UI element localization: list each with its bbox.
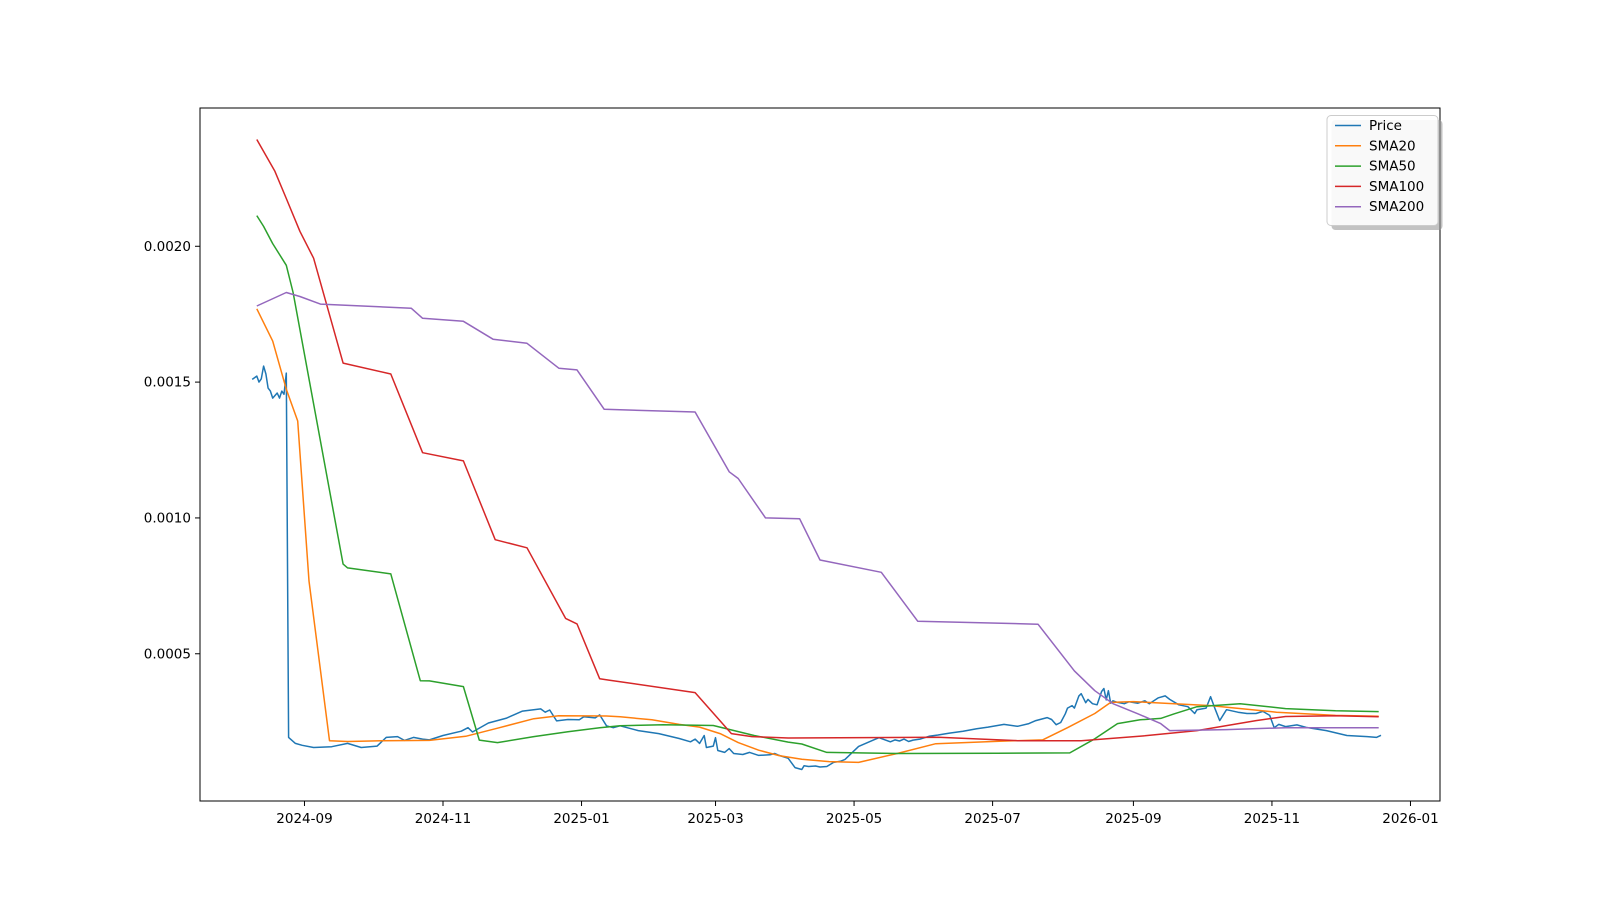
axes-spines: [199, 107, 1441, 802]
legend-item-price: Price: [1335, 118, 1402, 134]
legend-box: [1326, 115, 1439, 226]
series-line-sma50: [256, 215, 1379, 755]
legend-item-sma200: SMA200: [1335, 199, 1424, 215]
x-tick-label: 2025-07: [964, 811, 1020, 827]
legend-label: SMA200: [1369, 199, 1424, 215]
legend: Price SMA20 SMA50 SMA100 SMA200: [1326, 115, 1443, 230]
plot-frame: [199, 107, 1441, 802]
x-axis: 2024-09 2024-11 2025-01 2025-03 2025-05 2025-…: [276, 801, 1439, 827]
y-tick-label: 0.0020: [144, 239, 191, 255]
x-tick-label: 2024-11: [415, 811, 471, 827]
x-tick-label: 2025-03: [687, 811, 743, 827]
series-lines: [251, 139, 1382, 771]
y-tick-label: 0.0005: [144, 646, 191, 662]
x-tick-label: 2026-01: [1382, 811, 1438, 827]
y-axis: 0.0005 0.0010 0.0015 0.0020: [144, 239, 200, 662]
legend-label: SMA100: [1369, 179, 1424, 195]
x-tick-label: 2025-05: [826, 811, 882, 827]
x-tick-label: 2025-09: [1105, 811, 1161, 827]
plot-background: [200, 108, 1440, 801]
legend-label: SMA20: [1369, 138, 1416, 154]
x-tick-label: 2025-01: [553, 811, 609, 827]
legend-label: SMA50: [1369, 159, 1416, 175]
x-tick-label: 2025-11: [1244, 811, 1300, 827]
y-tick-label: 0.0010: [144, 510, 191, 526]
y-tick-label: 0.0015: [144, 375, 191, 391]
legend-label: Price: [1369, 118, 1402, 134]
legend-item-sma100: SMA100: [1335, 179, 1424, 195]
series-line-sma20: [256, 308, 1379, 764]
legend-item-sma50: SMA50: [1335, 159, 1416, 175]
x-tick-label: 2024-09: [276, 811, 332, 827]
legend-item-sma20: SMA20: [1335, 138, 1416, 154]
series-line-sma200: [256, 291, 1379, 732]
axes-background: [200, 108, 1440, 801]
series-line-sma100: [256, 139, 1379, 742]
